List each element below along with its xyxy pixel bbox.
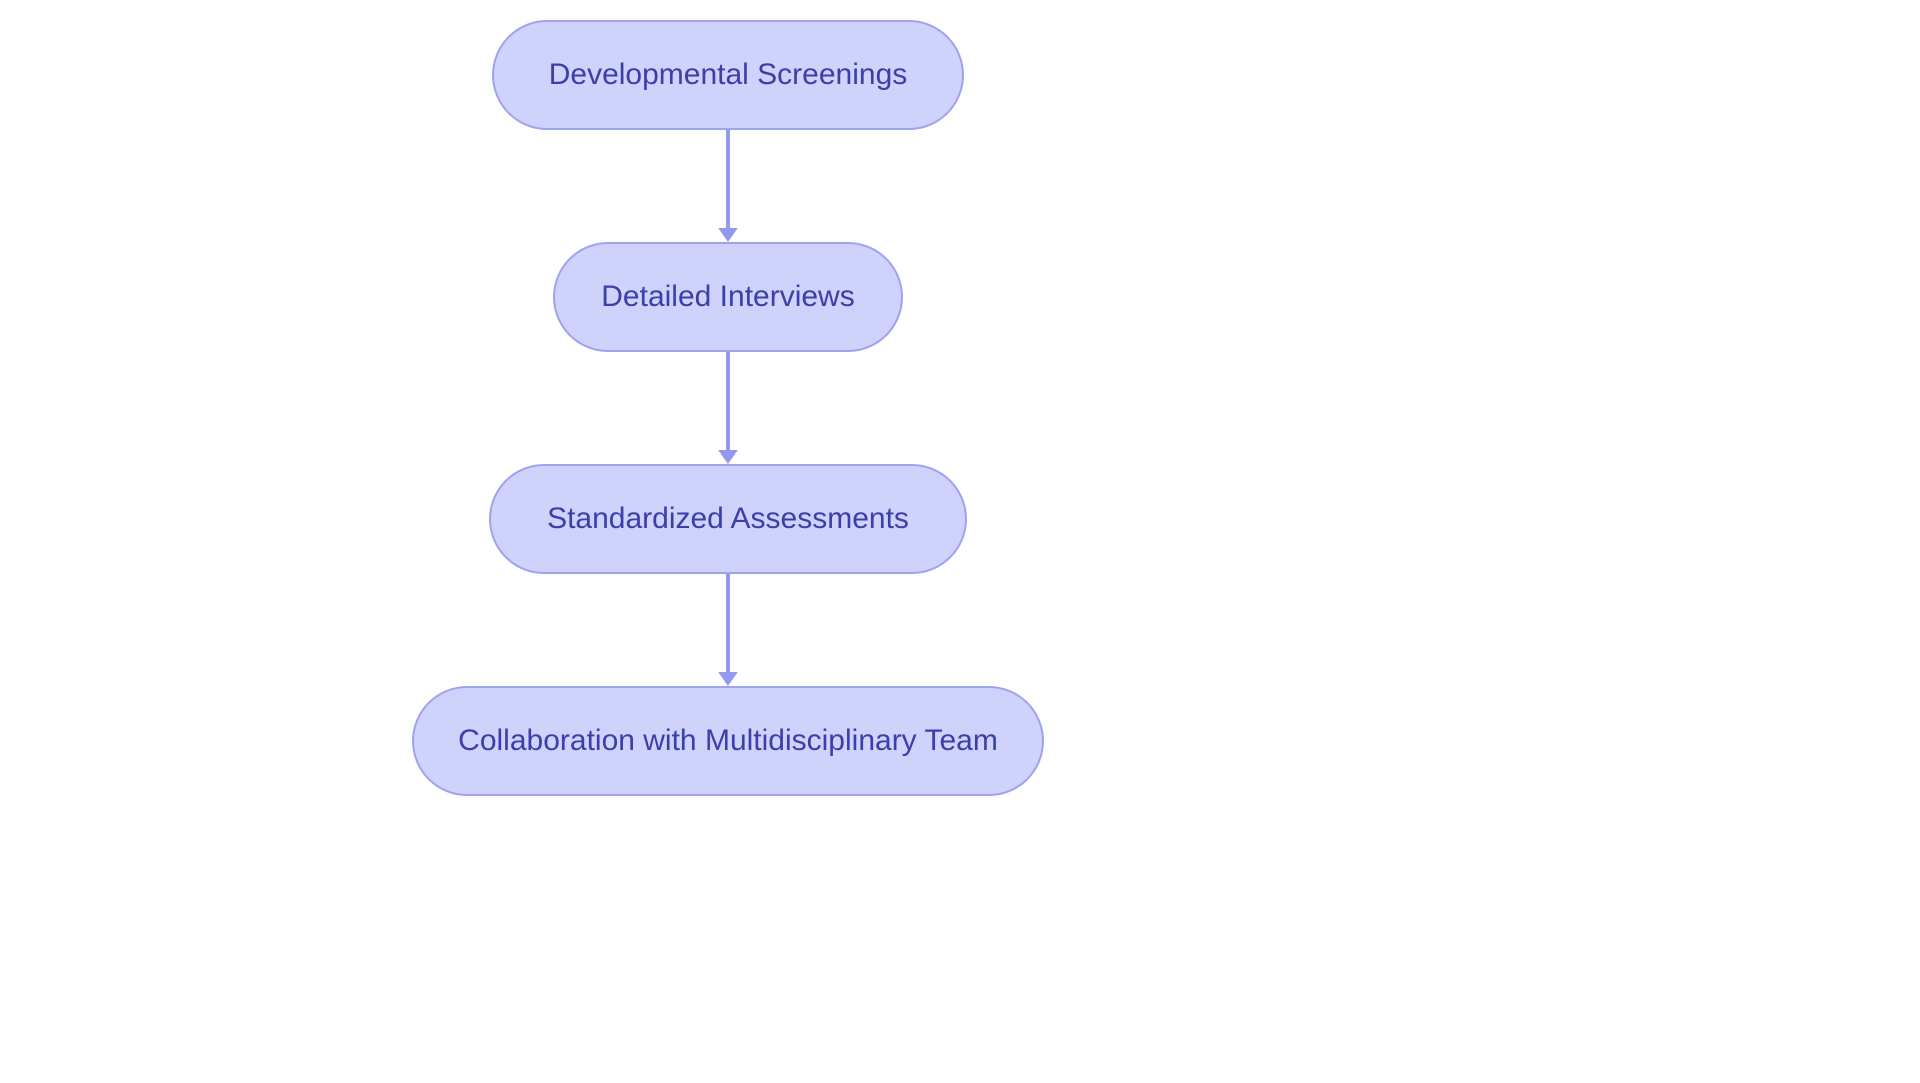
flowchart-node: Standardized Assessments [489,464,967,574]
flowchart-arrow [712,130,744,242]
flowchart-arrow [712,574,744,686]
node-label: Detailed Interviews [601,280,854,314]
flowchart-canvas: Developmental Screenings Detailed Interv… [0,0,1920,1083]
flowchart-arrow [712,352,744,464]
flowchart-node: Developmental Screenings [492,20,964,130]
node-label: Standardized Assessments [547,502,909,536]
node-label: Developmental Screenings [549,58,908,92]
flowchart-node: Collaboration with Multidisciplinary Tea… [412,686,1044,796]
flowchart-node: Detailed Interviews [553,242,903,352]
node-label: Collaboration with Multidisciplinary Tea… [458,724,998,758]
